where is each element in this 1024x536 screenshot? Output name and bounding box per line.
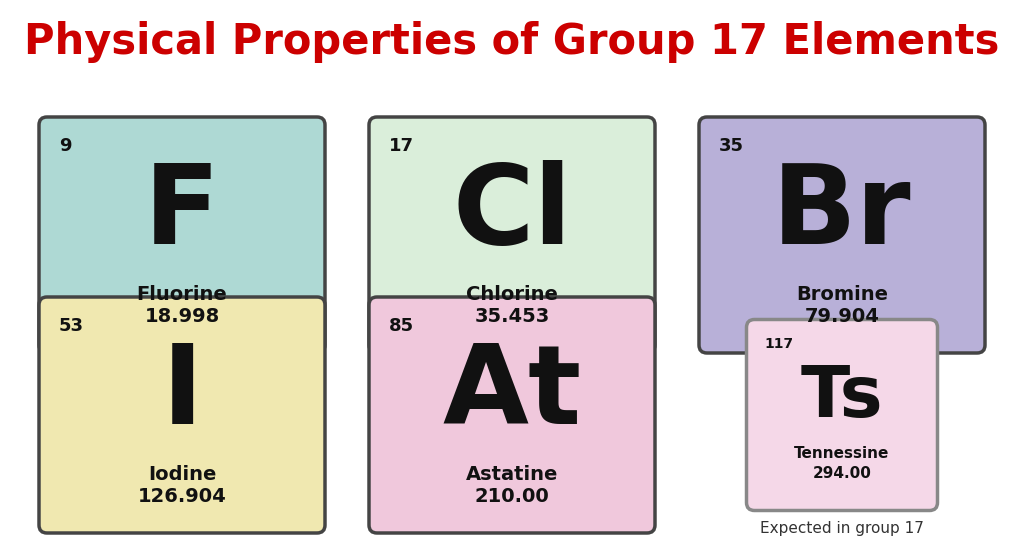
Text: Astatine: Astatine (466, 465, 558, 485)
Text: 85: 85 (389, 317, 414, 335)
Text: 79.904: 79.904 (805, 308, 880, 326)
Text: Iodine: Iodine (147, 465, 216, 485)
Text: I: I (162, 339, 203, 446)
Text: 294.00: 294.00 (813, 465, 871, 480)
FancyBboxPatch shape (699, 117, 985, 353)
Text: Fluorine: Fluorine (136, 286, 227, 304)
FancyBboxPatch shape (369, 117, 655, 353)
Text: Physical Properties of Group 17 Elements: Physical Properties of Group 17 Elements (25, 21, 999, 63)
Text: Bromine: Bromine (796, 286, 888, 304)
Text: Expected in group 17
(synthetic element): Expected in group 17 (synthetic element) (760, 520, 924, 536)
Text: 35.453: 35.453 (474, 308, 550, 326)
Text: 17: 17 (389, 137, 414, 155)
Text: F: F (144, 160, 220, 266)
Text: Br: Br (772, 160, 911, 266)
Text: At: At (442, 339, 582, 446)
Text: 210.00: 210.00 (475, 488, 549, 507)
Text: 18.998: 18.998 (144, 308, 219, 326)
FancyBboxPatch shape (369, 297, 655, 533)
Text: Tennessine: Tennessine (795, 445, 890, 460)
Text: Cl: Cl (453, 160, 571, 266)
Text: 117: 117 (765, 338, 794, 352)
Text: 9: 9 (59, 137, 72, 155)
Text: 35: 35 (719, 137, 744, 155)
FancyBboxPatch shape (746, 319, 938, 510)
Text: Ts: Ts (801, 362, 884, 431)
FancyBboxPatch shape (39, 297, 325, 533)
Text: 53: 53 (59, 317, 84, 335)
Text: 126.904: 126.904 (137, 488, 226, 507)
Text: Chlorine: Chlorine (466, 286, 558, 304)
FancyBboxPatch shape (39, 117, 325, 353)
